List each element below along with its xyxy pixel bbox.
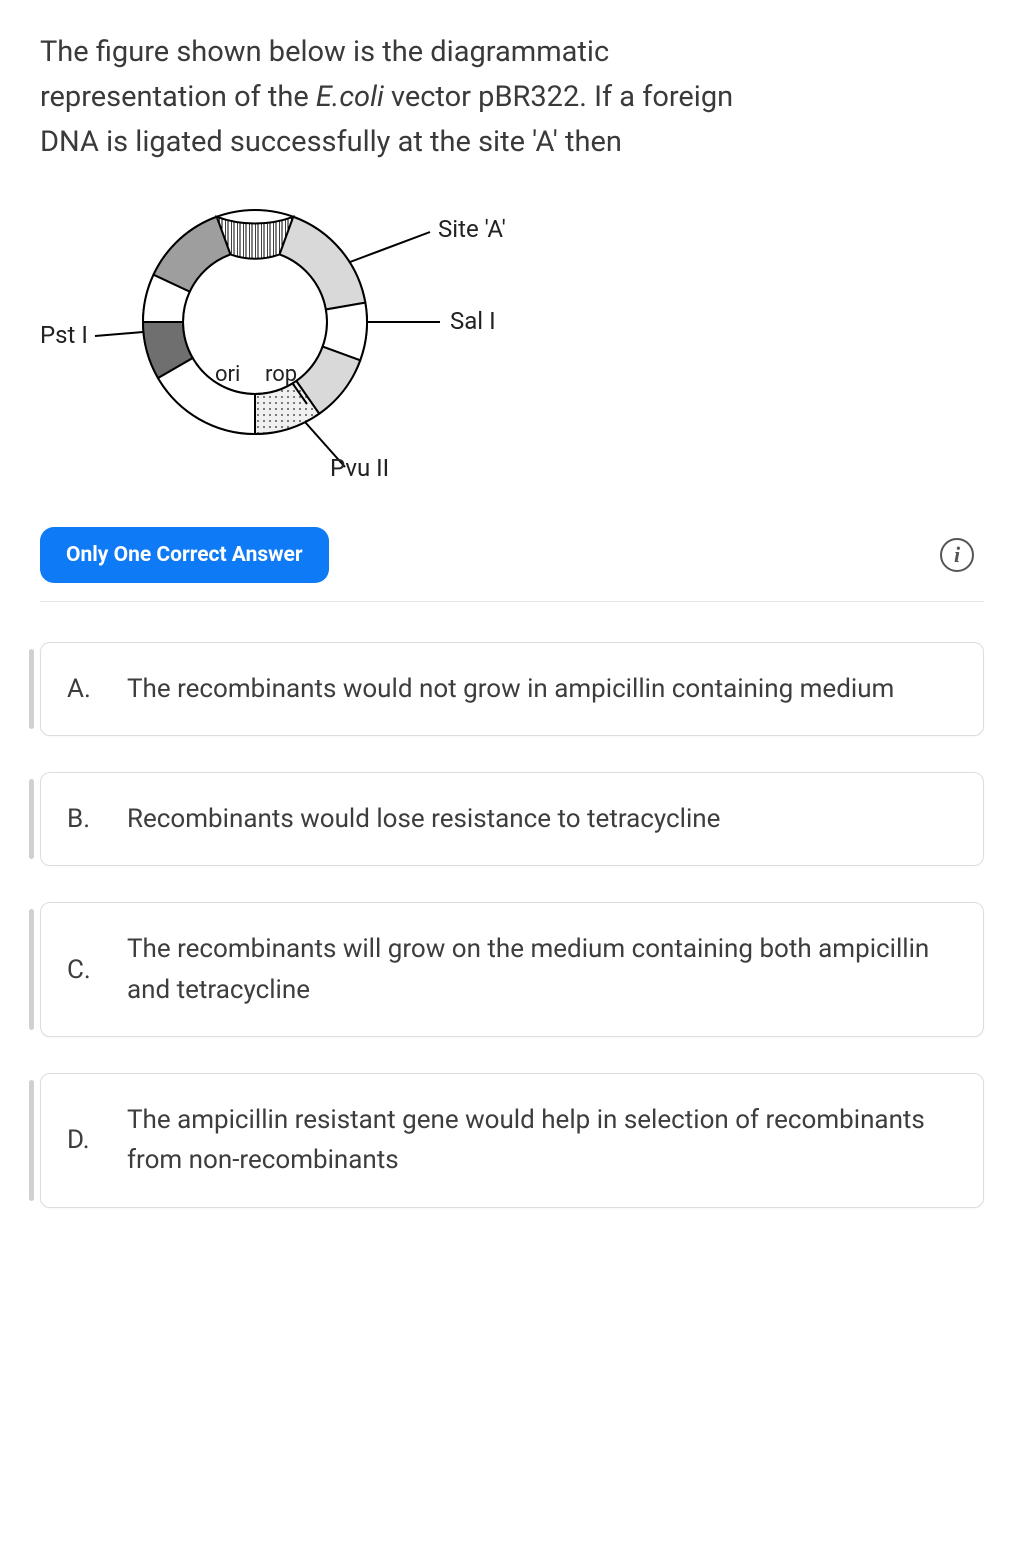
option-a[interactable]: A. The recombinants would not grow in am… (40, 642, 984, 736)
option-text: The recombinants will grow on the medium… (127, 929, 953, 1010)
option-b[interactable]: B. Recombinants would lose resistance to… (40, 772, 984, 866)
option-text: The recombinants would not grow in ampic… (127, 669, 894, 709)
option-text: Recombinants would lose resistance to te… (127, 799, 720, 839)
q-line1: The figure shown below is the diagrammat… (40, 35, 609, 69)
q-line2-post: vector pBR322. If a foreign (384, 80, 733, 114)
label-site-a: Site 'A' (438, 215, 506, 243)
option-c[interactable]: C. The recombinants will grow on the med… (40, 902, 984, 1037)
q-line2-italic: E.coli (316, 80, 384, 114)
question-text: The figure shown below is the diagrammat… (40, 30, 984, 165)
q-line2-pre: representation of the (40, 80, 316, 114)
label-ori: ori (215, 362, 240, 387)
option-text: The ampicillin resistant gene would help… (127, 1100, 953, 1181)
option-letter: B. (67, 804, 127, 834)
q-line3: DNA is ligated successfully at the site … (40, 125, 622, 159)
answer-type-badge: Only One Correct Answer (40, 527, 329, 583)
label-rop: rop (265, 362, 297, 387)
divider (40, 601, 984, 602)
plasmid-diagram: Site 'A' Sal I Pst I Pvu II ori rop (40, 167, 560, 487)
label-pst1: Pst I (40, 321, 88, 349)
options-list: A. The recombinants would not grow in am… (40, 642, 984, 1208)
label-sal1: Sal I (450, 307, 496, 335)
option-letter: C. (67, 955, 127, 985)
badge-row: Only One Correct Answer i (40, 527, 984, 583)
info-icon[interactable]: i (940, 538, 974, 572)
option-letter: D. (67, 1125, 127, 1155)
option-letter: A. (67, 674, 127, 704)
label-pvu2: Pvu II (330, 454, 389, 482)
option-d[interactable]: D. The ampicillin resistant gene would h… (40, 1073, 984, 1208)
